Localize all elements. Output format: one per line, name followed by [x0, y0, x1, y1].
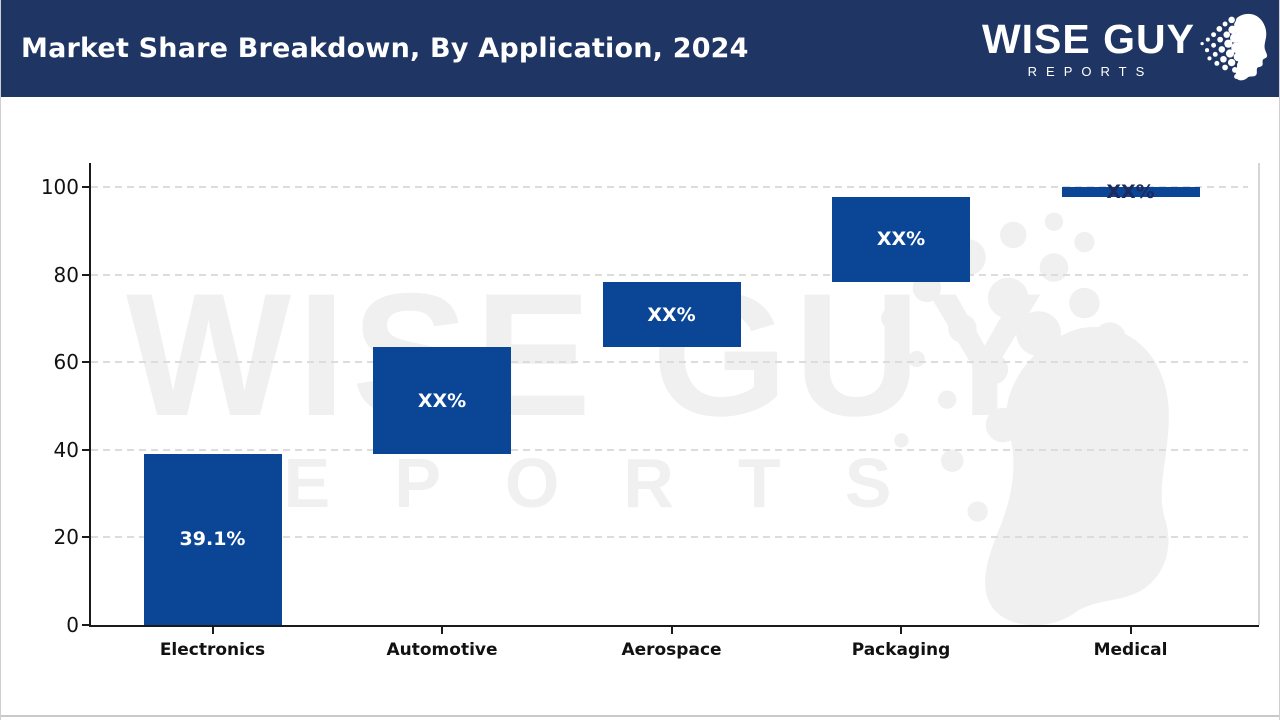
bar-automotive [373, 347, 511, 454]
y-tick-label: 80 [53, 262, 79, 287]
y-tick-label: 0 [66, 613, 79, 637]
grid-line [91, 186, 1248, 188]
x-axis-tick [211, 627, 214, 634]
bar-value-label: XX% [876, 228, 926, 251]
title-bar: Market Share Breakdown, By Application, … [1, 0, 1279, 97]
y-axis-line [89, 163, 91, 627]
y-tick-label: 100 [40, 175, 79, 199]
y-axis-tick [82, 361, 89, 364]
y-tick-label: 60 [53, 350, 79, 375]
category-label-electronics: Electronics [159, 640, 266, 660]
bar-packaging [832, 196, 970, 283]
y-axis-tick [82, 536, 89, 539]
bar-electronics [143, 453, 282, 625]
y-axis-tick [82, 624, 89, 626]
logo-head-icon [1200, 13, 1268, 80]
x-axis-line [89, 625, 1259, 627]
x-axis-tick [441, 627, 443, 634]
watermark-head-icon [881, 212, 1169, 626]
category-label-aerospace: Aerospace [621, 640, 722, 660]
grid-line [91, 448, 1248, 451]
x-axis-tick [1129, 627, 1132, 634]
x-axis-tick [670, 627, 673, 634]
x-axis-tick [900, 627, 902, 634]
chart-title: Market Share Breakdown, By Application, … [21, 33, 749, 64]
logo-wordmark: WISE GUY REPORTS [981, 15, 1195, 79]
y-tick-label: 20 [53, 525, 79, 550]
watermark-secondary: REPORTS [169, 444, 956, 522]
bar-medical [1061, 187, 1200, 197]
y-axis-tick [82, 448, 89, 451]
bar-value-label: XX% [1106, 180, 1155, 203]
category-label-medical: Medical [1093, 640, 1168, 660]
grid-line [91, 273, 1248, 276]
logo-primary-text: WISE GUY [981, 15, 1195, 62]
bar-value-label: XX% [647, 303, 696, 326]
y-tick-label: 40 [53, 437, 79, 462]
grid-line [91, 536, 1248, 539]
logo-secondary-text: REPORTS [1027, 63, 1154, 79]
category-label-packaging: Packaging [851, 640, 951, 660]
bar-aerospace [602, 282, 741, 348]
right-spine [1258, 163, 1260, 625]
bar-value-label: 39.1% [179, 528, 246, 551]
category-label-automotive: Automotive [386, 640, 498, 660]
watermark-primary: WISE GUY [126, 258, 1050, 453]
y-axis-tick [82, 186, 89, 188]
bar-value-label: XX% [417, 389, 467, 412]
figure-bottom-rule [1, 715, 1279, 717]
y-axis-tick [82, 273, 89, 276]
grid-line [91, 361, 1248, 364]
wiseguy-logo: WISE GUY REPORTS [982, 5, 1271, 93]
